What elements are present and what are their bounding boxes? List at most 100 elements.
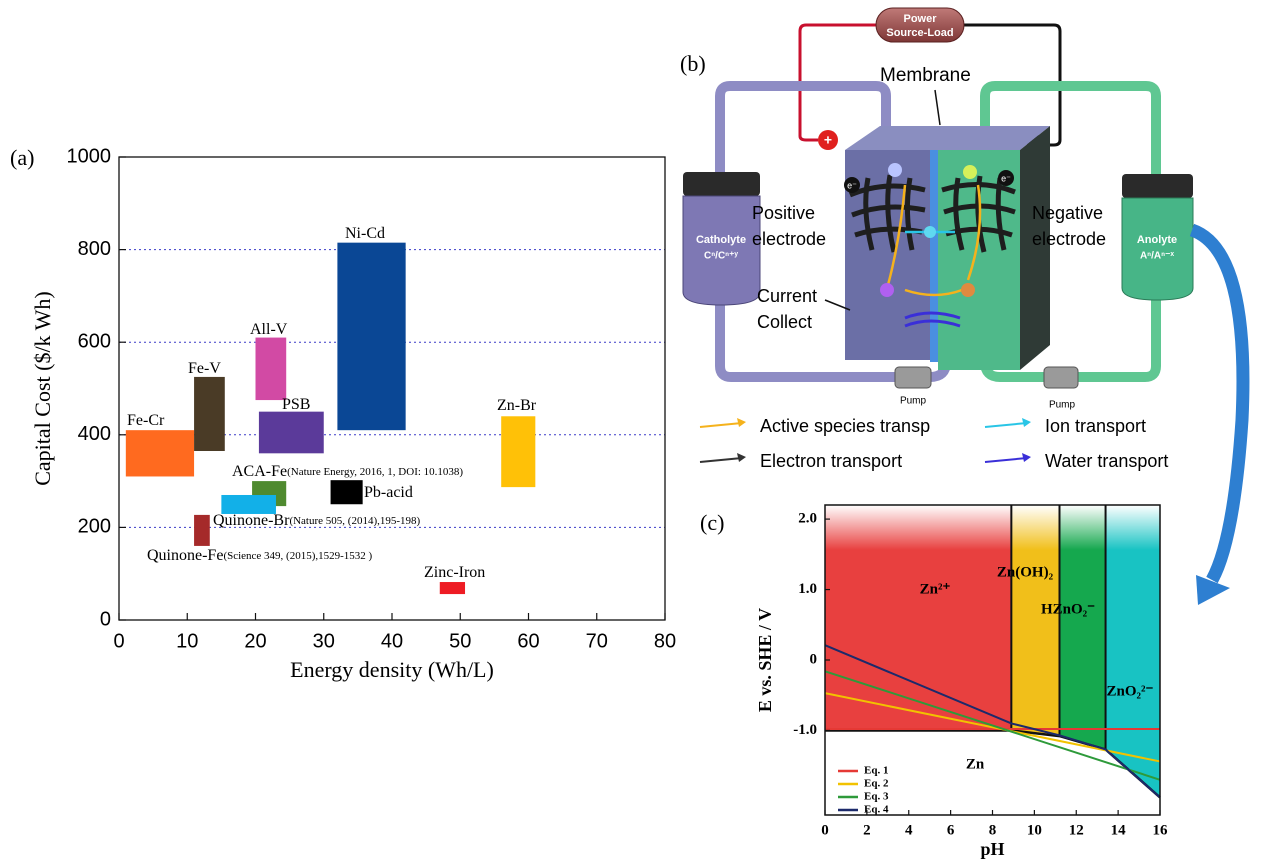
box-label: Pb-acid xyxy=(364,484,413,501)
box-reference: (Science 349, (2015),1529-1532 ) xyxy=(223,550,372,562)
range-box xyxy=(258,411,324,454)
range-box xyxy=(194,514,210,546)
electrode-label: electrode xyxy=(752,229,826,249)
species-ball xyxy=(963,165,977,179)
stability-region xyxy=(1105,505,1160,798)
collector-label: Collect xyxy=(757,312,812,332)
range-box xyxy=(439,582,466,595)
x-tick-label: 70 xyxy=(586,630,608,652)
box-name: Quinone-Br xyxy=(213,512,290,529)
tank-label: Catholyte xyxy=(696,234,746,246)
water-arrows xyxy=(904,311,961,328)
panel-label: (b) xyxy=(680,51,706,76)
x-tick-label: 14 xyxy=(1111,822,1127,838)
range-box xyxy=(501,416,536,488)
x-tick-label: 0 xyxy=(113,630,124,652)
x-axis-label: Energy density (Wh/L) xyxy=(290,657,494,682)
box-label: Zinc-Iron xyxy=(424,564,485,581)
legend-arrow-head xyxy=(1022,453,1031,462)
legend-arrow xyxy=(984,422,1028,428)
power-source xyxy=(875,7,965,43)
species-ball xyxy=(924,226,936,238)
species-ball xyxy=(961,283,975,297)
x-tick-label: 60 xyxy=(517,630,539,652)
membrane-label: Membrane xyxy=(880,65,971,86)
positive-terminal xyxy=(818,130,838,150)
box-label: Ni-Cd xyxy=(345,225,385,242)
region-label: Zn²⁺ xyxy=(920,581,951,597)
region-label: Zn xyxy=(966,756,985,772)
stability-region xyxy=(1059,505,1106,750)
tank-label: Cⁿ/Cⁿ⁺ʸ xyxy=(704,251,738,262)
pump-label: Pump xyxy=(1049,400,1076,411)
x-tick-label: 50 xyxy=(449,630,471,652)
collector-label: Current xyxy=(757,286,817,306)
box-label: All-V xyxy=(250,321,288,338)
legend-label: Eq. 4 xyxy=(864,804,889,816)
panel-label: (a) xyxy=(10,145,34,170)
y-tick-label: 2.0 xyxy=(798,511,817,527)
catholyte-tank xyxy=(682,195,761,306)
flow-arrow xyxy=(1189,223,1250,584)
y-axis-label: E vs. SHE / V xyxy=(755,608,775,712)
electron-marker xyxy=(998,170,1014,186)
species-ball xyxy=(880,283,894,297)
range-box xyxy=(337,242,406,431)
legend-label: Eq. 2 xyxy=(864,778,889,790)
x-tick-label: 80 xyxy=(654,630,676,652)
pump xyxy=(1043,366,1079,389)
y-tick-label: -1.0 xyxy=(793,722,817,738)
legend-arrow-head xyxy=(737,418,746,427)
pipe xyxy=(1076,298,1161,382)
pump xyxy=(894,366,932,389)
y-tick-label: 1000 xyxy=(67,145,112,167)
x-tick-label: 20 xyxy=(244,630,266,652)
box-label: PSB xyxy=(282,396,310,413)
legend-label: Ion transport xyxy=(1045,416,1146,436)
box-reference: (Nature 505, (2014),195-198) xyxy=(289,515,420,527)
membrane xyxy=(930,150,938,362)
x-tick-label: 4 xyxy=(905,822,913,838)
legend-label: Eq. 3 xyxy=(864,791,889,803)
y-tick-label: 800 xyxy=(78,238,111,260)
pipe xyxy=(715,300,896,382)
box-label: Fe-V xyxy=(188,360,221,377)
box-label: ACA-Fe(Nature Energy, 2016, 1, DOI: 10.1… xyxy=(232,463,463,480)
legend-label: Electron transport xyxy=(760,451,902,471)
plot-frame xyxy=(824,504,1161,816)
x-tick-label: 2 xyxy=(863,822,871,838)
box-reference: (Nature Energy, 2016, 1, DOI: 10.1038) xyxy=(287,466,463,478)
cell-diagram: + e⁻ e⁻ Power Source-Load (b) Membrane P… xyxy=(680,7,1250,605)
pointer xyxy=(824,299,851,311)
electron-label: e⁻ xyxy=(1001,173,1011,183)
electrode-label: electrode xyxy=(1032,229,1106,249)
box-name: Fe-V xyxy=(188,360,221,377)
anolyte-tank xyxy=(1121,197,1194,301)
y-tick-label: 200 xyxy=(78,516,111,538)
box-label: Fe-Cr xyxy=(127,412,165,429)
box-label: Quinone-Br(Nature 505, (2014),195-198) xyxy=(213,512,421,529)
box-label: Zn-Br xyxy=(497,397,537,414)
tank-cap xyxy=(1122,174,1193,198)
range-box xyxy=(330,480,363,505)
box-name: PSB xyxy=(282,396,310,413)
box-name: Ni-Cd xyxy=(345,225,385,242)
stability-region xyxy=(1011,505,1060,737)
legend-arrow xyxy=(699,422,743,428)
box-name: Zn-Br xyxy=(497,397,537,414)
y-tick-label: 0 xyxy=(100,608,111,630)
equation-line xyxy=(824,670,1161,781)
electrode-label: Positive xyxy=(752,203,815,223)
x-tick-label: 40 xyxy=(381,630,403,652)
legend-label: Active species transp xyxy=(760,416,930,436)
range-box xyxy=(221,494,276,514)
box-name: Fe-Cr xyxy=(127,412,165,429)
box-name: Quinone-Fe xyxy=(147,547,223,564)
tank-label: Anolyte xyxy=(1137,234,1177,246)
box-name: ACA-Fe xyxy=(232,463,287,480)
range-box xyxy=(125,430,195,477)
diagram-legend: Active species transp Ion transport Electr… xyxy=(699,416,1168,471)
box-name: All-V xyxy=(250,321,288,338)
